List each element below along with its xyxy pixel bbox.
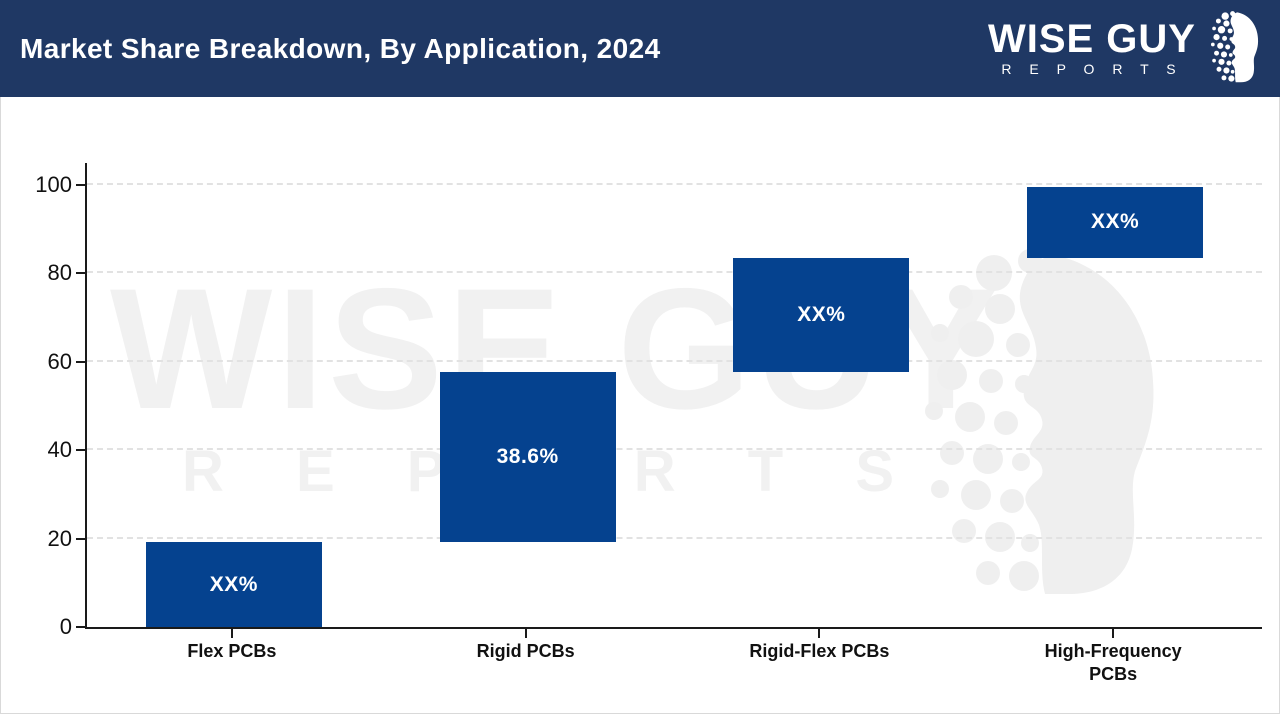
y-tick-label: 100 [35,172,72,198]
gridline [87,183,1262,186]
bar-value-label: XX% [1091,210,1140,234]
x-axis-label: Flex PCBs [187,641,277,661]
y-tick-mark [76,537,85,540]
y-tick-label: 20 [47,525,72,551]
bar-value-label: 38.6% [496,444,559,468]
logo-line1: WISE GUY [987,16,1196,61]
x-axis-label: Rigid PCBs [476,641,575,661]
bar-4: XX% [1027,186,1204,259]
header-bar: Market Share Breakdown, By Application, … [0,0,1280,97]
logo-wordmark: WISE GUY R E P O R T S [988,19,1196,76]
plot-area: XX% 38.6% XX% XX% [85,163,1262,629]
x-tick-mark [524,629,527,638]
bar-value-label: XX% [797,302,846,326]
y-tick-mark [76,360,85,363]
y-tick-label: 60 [47,348,72,374]
chart-title: Market Share Breakdown, By Application, … [20,32,661,64]
gridline [87,271,1262,274]
bar-3: XX% [733,258,910,372]
gridline [87,359,1262,362]
x-axis-label: Rigid-Flex PCBs [749,641,890,661]
wiseguy-logo: WISE GUY R E P O R T S [988,6,1266,88]
y-tick-label: 40 [47,437,72,463]
gridline [87,448,1262,451]
bar-1: XX% [145,542,322,627]
wiseguy-face-icon [1210,11,1259,83]
y-tick-mark [76,184,85,187]
y-tick-mark [76,626,85,628]
x-tick-mark [1112,629,1115,638]
x-tick-mark [818,629,821,638]
y-tick-label: 80 [47,260,72,286]
bar-value-label: XX% [209,572,258,596]
logo-line2: R E P O R T S [1001,60,1183,77]
gridline [87,536,1262,539]
x-tick-mark [230,629,233,638]
y-tick-label: 0 [59,614,72,639]
y-tick-mark [76,272,85,275]
x-axis-label: High-Frequency PCBs [1044,641,1182,684]
bar-2: 38.6% [439,371,616,543]
y-tick-mark [76,449,85,452]
